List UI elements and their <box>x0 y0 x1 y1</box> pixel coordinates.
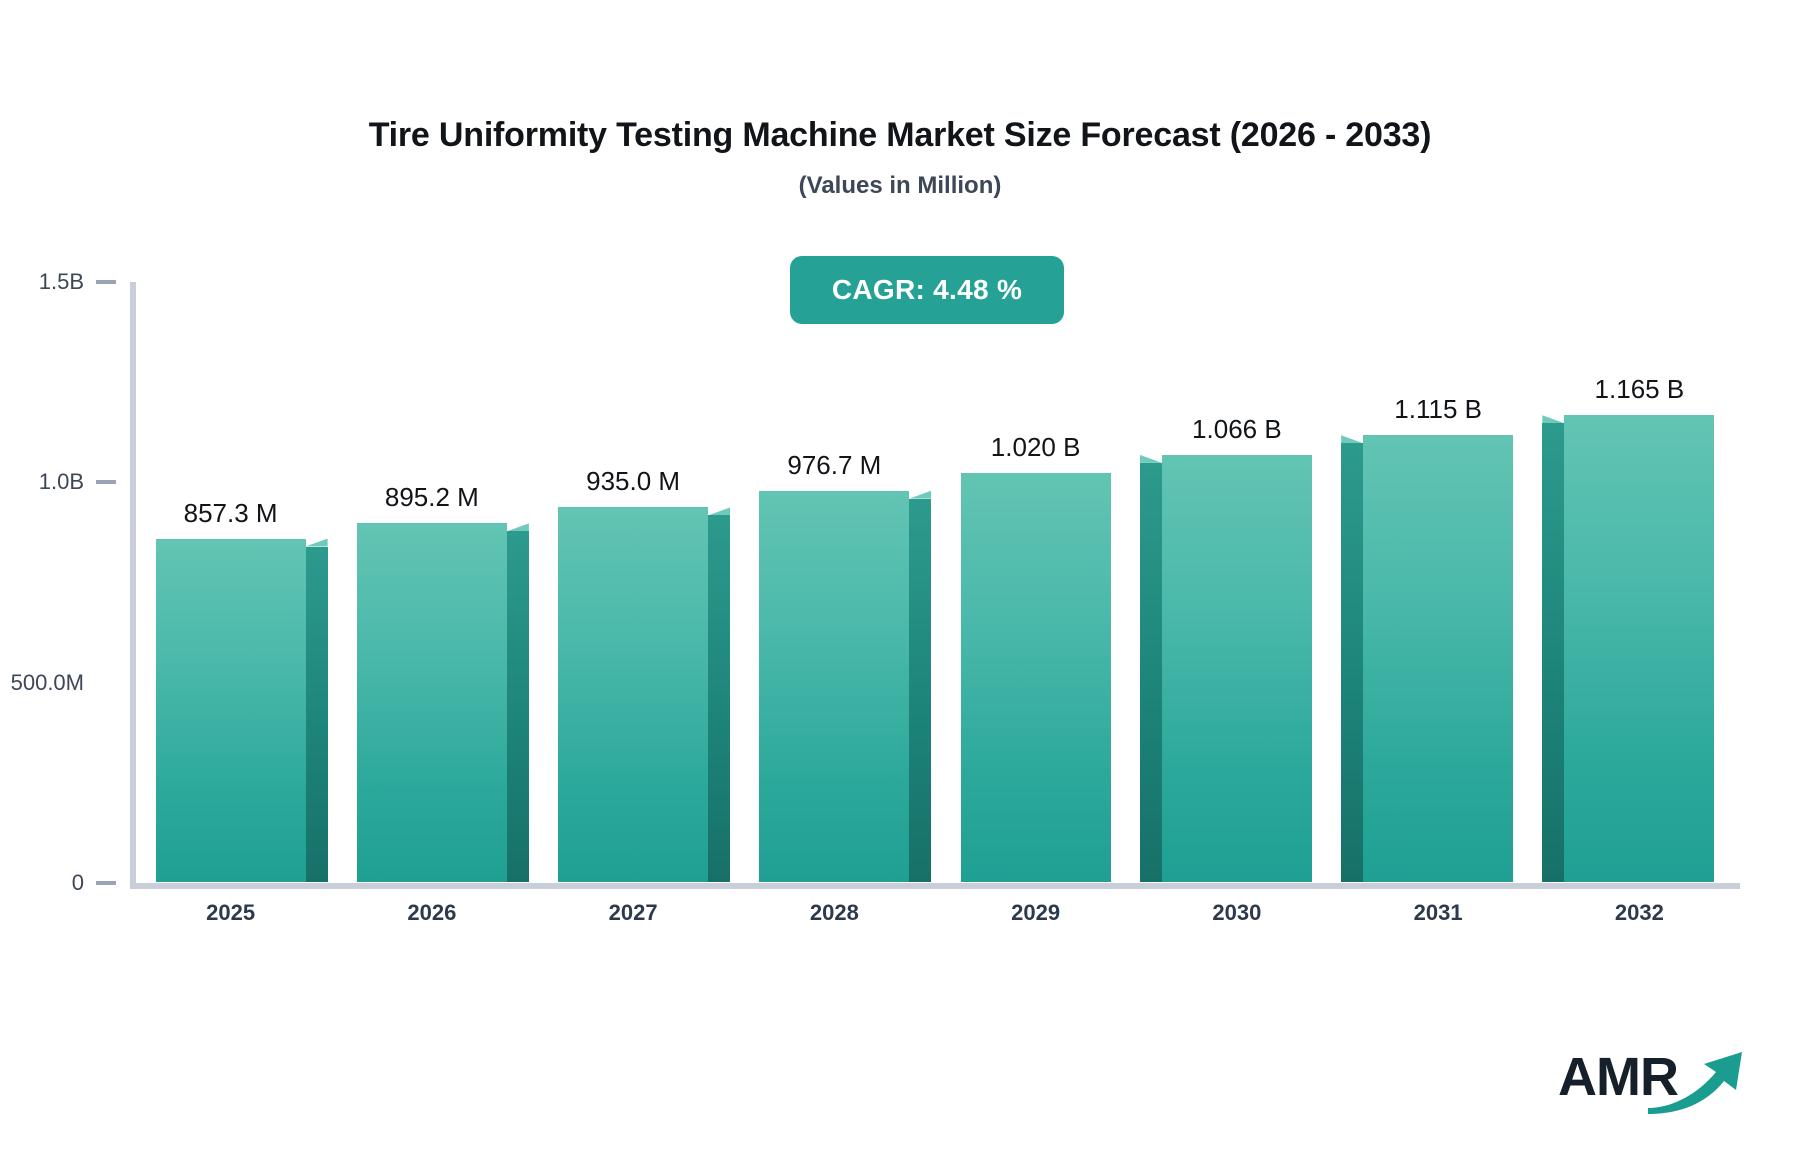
bar-side-face <box>708 515 731 882</box>
y-tick-label: 0 <box>71 870 84 895</box>
y-tick-mark <box>96 280 116 284</box>
growth-arrow-icon <box>1648 1052 1742 1114</box>
bar-2030 <box>1139 454 1312 882</box>
bar-top-cap <box>305 538 328 547</box>
y-tick-label: 1.5B <box>38 269 84 294</box>
bar-front-face <box>356 523 507 882</box>
x-tick-label-2030: 2030 <box>1212 900 1262 925</box>
x-tick-label-2029: 2029 <box>1011 900 1061 925</box>
bar-side-face <box>1542 423 1565 882</box>
bar-value-label: 895.2 M <box>384 482 479 513</box>
y-tick-label: 1.0B <box>38 469 84 495</box>
cagr-badge-label: CAGR: 4.48 % <box>831 274 1023 305</box>
y-tick-label: 500.0M <box>10 669 84 695</box>
bar-value-label: 935.0 M <box>586 466 681 497</box>
bar-front-face <box>960 473 1111 882</box>
bar-side-face <box>305 546 328 882</box>
bar-top-cap <box>1542 415 1565 424</box>
bar-front-face <box>1161 454 1312 882</box>
bar-2032 <box>1542 415 1715 882</box>
bar-front-face <box>1363 435 1514 882</box>
bar-top-cap <box>909 490 932 499</box>
bar-2029 <box>960 473 1111 882</box>
plot-area: 0 500.0M 1.0B 1.5B 857.3 M 895.2 M 935.0 M 976… <box>11 269 1740 925</box>
y-tick-mark <box>96 881 116 885</box>
x-axis-line <box>130 883 1740 889</box>
bar-side-face <box>1139 462 1162 882</box>
y-tick-mark <box>96 480 116 485</box>
x-tick-label-2025: 2025 <box>206 900 256 925</box>
bar-value-label: 1.066 B <box>1192 413 1282 444</box>
bar-2028 <box>759 490 932 882</box>
bar-2026 <box>356 523 529 882</box>
bar-value-label: 976.7 M <box>787 449 882 480</box>
bar-top-cap <box>1139 454 1162 463</box>
bar-front-face <box>1564 415 1715 882</box>
bar-top-cap <box>506 523 529 532</box>
amr-logo: AMR <box>1558 1040 1748 1114</box>
bar-front-face <box>155 538 306 882</box>
bar-value-label: 857.3 M <box>183 497 278 528</box>
bar-side-face <box>1341 443 1364 882</box>
bar-value-label: 1.165 B <box>1594 374 1685 405</box>
amr-wordmark: AMR <box>1558 1047 1679 1107</box>
bar-value-label: 1.115 B <box>1394 394 1482 425</box>
x-tick-label-2032: 2032 <box>1614 900 1664 925</box>
bar-front-face <box>558 507 709 882</box>
bar-front-face <box>759 490 910 882</box>
bar-value-label: 1.020 B <box>990 432 1081 463</box>
bar-side-face <box>506 531 529 882</box>
bar-2027 <box>558 507 731 882</box>
chart-subtitle: (Values in Million) <box>798 172 1002 199</box>
bar-2025 <box>155 538 328 882</box>
cagr-badge: CAGR: 4.48 % <box>790 256 1064 324</box>
x-tick-label-2031: 2031 <box>1413 900 1463 925</box>
bar-2031 <box>1341 435 1514 882</box>
bar-top-cap <box>1341 435 1364 444</box>
x-tick-label-2028: 2028 <box>809 900 859 925</box>
bar-side-face <box>909 498 932 882</box>
bar-top-cap <box>708 507 731 516</box>
page-title: Tire Uniformity Testing Machine Market S… <box>368 116 1432 154</box>
x-tick-label-2026: 2026 <box>407 900 457 925</box>
x-tick-label-2027: 2027 <box>608 900 658 925</box>
y-axis-line <box>130 282 136 886</box>
